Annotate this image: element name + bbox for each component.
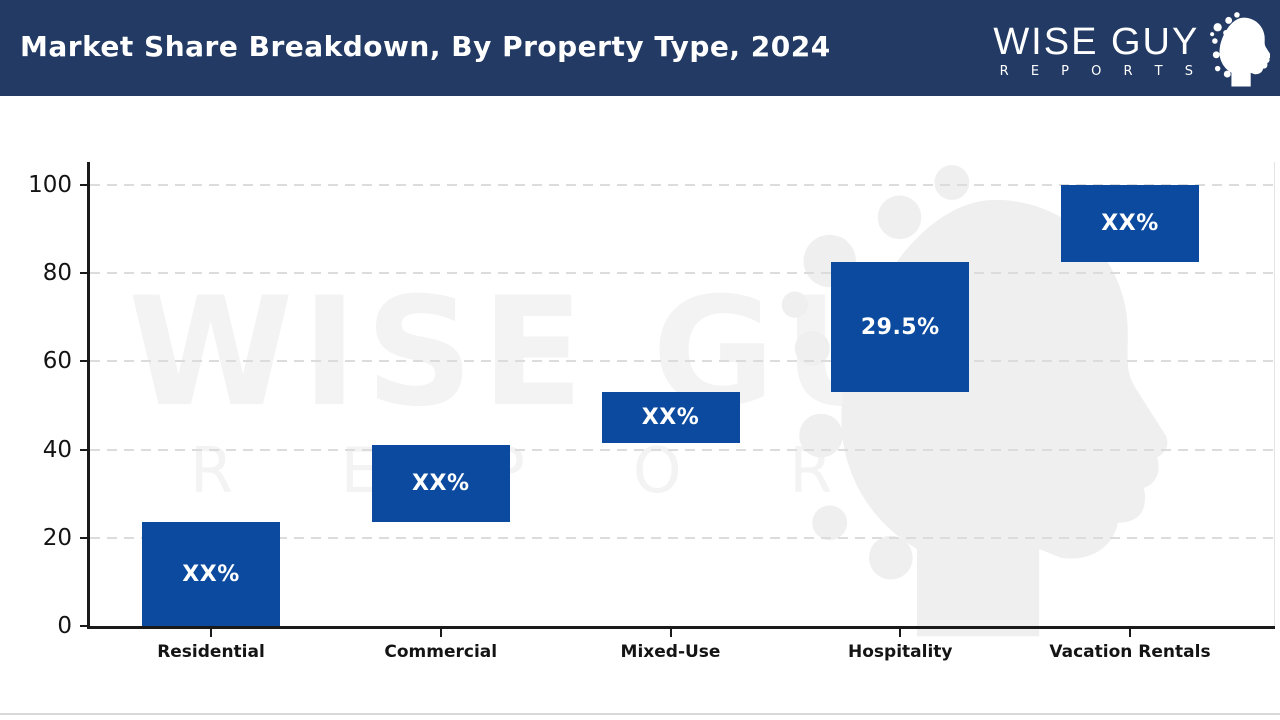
bar-value-label-vacation-rentals: XX% [1101,211,1159,237]
y-tick-label-60: 60 [42,348,72,375]
bar-commercial: XX% [371,445,510,523]
y-tick-label-0: 0 [57,613,72,639]
y-tick-60 [80,360,88,363]
right-spine [1274,162,1275,626]
y-tick-0 [80,625,88,627]
y-tick-40 [80,448,88,451]
brand-logo: WISE GUY R E P O R T S [991,10,1270,90]
x-tick-mixed-use [669,629,672,637]
bar-residential: XX% [142,522,280,626]
brand-subtitle: R E P O R T S [999,63,1202,79]
page-title: Market Share Breakdown, By Property Type… [20,30,831,63]
header-bar: Market Share Breakdown, By Property Type… [0,0,1280,96]
footer-divider [0,713,1280,715]
gridline-y-100 [90,184,1275,186]
y-tick-80 [80,272,88,275]
y-tick-label-20: 20 [42,524,72,551]
x-tick-commercial [439,629,442,637]
gridline-y-80 [90,272,1275,275]
bar-value-label-commercial: XX% [412,471,470,497]
x-axis-label-commercial: Commercial [384,642,498,662]
face-profile-icon [1210,12,1270,87]
brand-name: WISE GUY [993,20,1200,63]
y-tick-label-40: 40 [42,436,72,463]
x-axis-label-residential: Residential [157,642,265,662]
bar-value-label-mixed-use: XX% [641,405,700,431]
bar-mixed-use: XX% [601,392,740,443]
x-axis-spine [87,626,1275,629]
x-axis-label-mixed-use: Mixed-Use [620,642,721,662]
x-tick-hospitality [899,629,902,637]
gridline-y-40 [90,448,1275,451]
y-tick-20 [80,536,88,539]
x-tick-vacation-rentals [1129,629,1131,637]
bar-value-label-residential: XX% [182,561,240,587]
x-axis-label-hospitality: Hospitality [848,642,953,662]
y-tick-label-80: 80 [42,260,72,287]
gridline-y-60 [90,360,1275,363]
brand-logo-text: WISE GUY R E P O R T S [991,23,1202,78]
bar-vacation-rentals: XX% [1061,185,1199,263]
y-tick-100 [80,184,88,186]
bar-hospitality: 29.5% [831,262,970,393]
bar-value-label-hospitality: 29.5% [860,314,940,340]
gridline-y-20 [90,536,1275,539]
x-tick-residential [210,629,212,637]
y-tick-label-100: 100 [28,172,72,198]
x-axis-label-vacation-rentals: Vacation Rentals [1049,642,1211,662]
y-axis-spine [87,162,90,629]
